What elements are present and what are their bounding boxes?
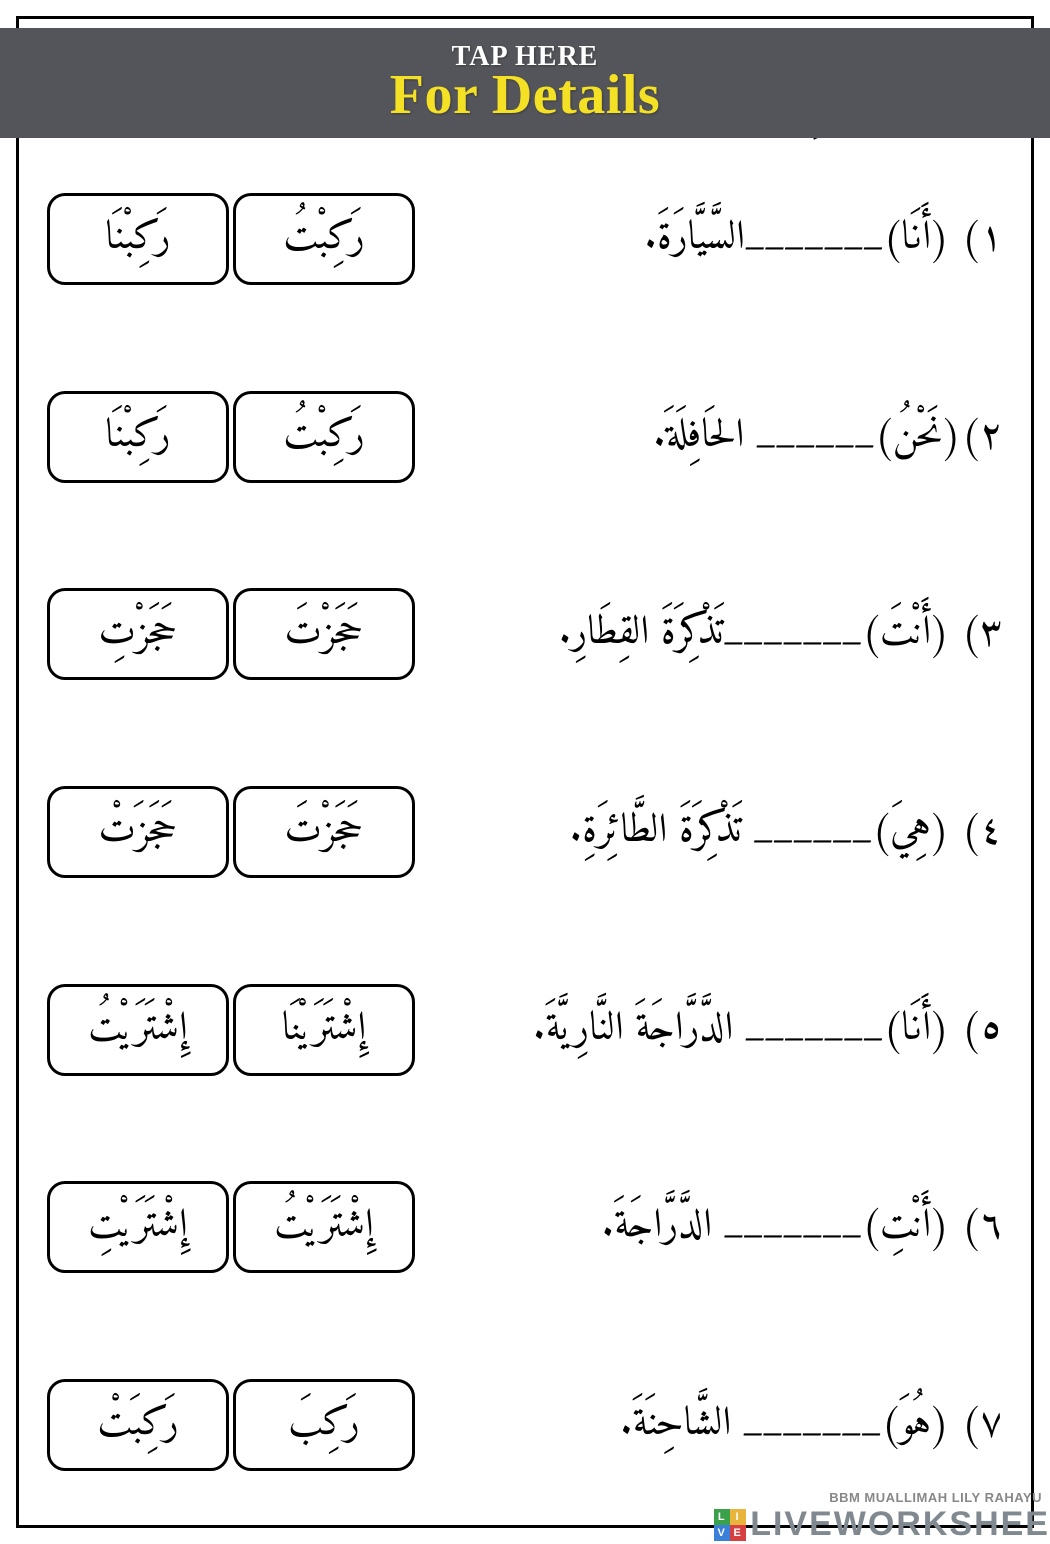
question-row: إِشْتَرَيْتِ إِشْتَرَيْتُ ٦) (أَنْتِ)___… [47, 1167, 1003, 1287]
option-button[interactable]: رَكِبْنَا [47, 391, 229, 483]
options-group: رَكِبْنَا رَكِبْتُ [47, 193, 415, 285]
question-prompt: ٣) (أَنْتَ)_______تَذْكِرَةَ القِطَارِ. [415, 599, 1003, 669]
option-button[interactable]: رَكِبْنَا [47, 193, 229, 285]
option-button[interactable]: رَكِبْتُ [233, 391, 415, 483]
question-prompt: ٢)(نَحْنُ)______ الحَافِلَةَ. [415, 402, 1003, 472]
question-list: رَكِبْنَا رَكِبْتُ ١) (أَنَا)_______السَ… [47, 179, 1003, 1485]
option-button[interactable]: رَكِبَتْ [47, 1379, 229, 1471]
question-prompt: ٦) (أَنْتِ)_______ الدَّرَّاجَةَ. [415, 1192, 1003, 1262]
question-prompt: ١) (أَنَا)_______السَّيَّارَةَ. [415, 204, 1003, 274]
watermark-brand-text: LIVEWORKSHEE [750, 1505, 1050, 1544]
options-group: حَجَزْتِ حَجَزْتَ [47, 588, 415, 680]
option-button[interactable]: حَجَزْتَ [233, 588, 415, 680]
question-row: رَكِبْنَا رَكِبْتُ ٢)(نَحْنُ)______ الحَ… [47, 377, 1003, 497]
tap-here-banner[interactable]: TAP HERE For Details [0, 28, 1050, 138]
question-row: حَجَزْتِ حَجَزْتَ ٣) (أَنْتَ)_______تَذْ… [47, 574, 1003, 694]
option-button[interactable]: رَكِبْتُ [233, 193, 415, 285]
options-group: رَكِبْنَا رَكِبْتُ [47, 391, 415, 483]
watermark-brand: L I V E LIVEWORKSHEE [714, 1505, 1050, 1544]
watermark: BBM MUALLIMAH LILY RAHAYU L I V E LIVEWO… [714, 1490, 1050, 1544]
option-button[interactable]: إِشْتَرَيْتِ [47, 1181, 229, 1273]
option-button[interactable]: رَكِبَ [233, 1379, 415, 1471]
option-button[interactable]: حَجَزْتِ [47, 588, 229, 680]
worksheet-frame: إِقرَأ ثُمَّ إِخْتَرْ الإِجَابَة الصَحِي… [16, 16, 1034, 1528]
question-row: حَجَزَتْ حَجَزْتَ ٤) (هِيَ)______ تَذْكِ… [47, 772, 1003, 892]
question-row: إِشْتَرَيْتُ إِشْتَرَيْنَا ٥) (أَنَا)___… [47, 970, 1003, 1090]
option-button[interactable]: حَجَزَتْ [47, 786, 229, 878]
question-prompt: ٤) (هِيَ)______ تَذْكِرَةَ الطَّائِرَةِ. [415, 797, 1003, 867]
question-prompt: ٧) (هُوَ)_______ الشَّاحِنَةَ. [415, 1390, 1003, 1460]
options-group: إِشْتَرَيْتُ إِشْتَرَيْنَا [47, 984, 415, 1076]
banner-bottom-text: For Details [390, 67, 660, 123]
question-prompt: ٥) (أَنَا)_______ الدَّرَّاجَةَ النَّارِ… [415, 995, 1003, 1065]
question-row: رَكِبَتْ رَكِبَ ٧) (هُوَ)_______ الشَّاح… [47, 1365, 1003, 1485]
liveworksheets-logo-icon: L I V E [714, 1509, 746, 1541]
option-button[interactable]: حَجَزْتَ [233, 786, 415, 878]
watermark-author: BBM MUALLIMAH LILY RAHAYU [829, 1490, 1042, 1505]
question-row: رَكِبْنَا رَكِبْتُ ١) (أَنَا)_______السَ… [47, 179, 1003, 299]
options-group: إِشْتَرَيْتِ إِشْتَرَيْتُ [47, 1181, 415, 1273]
options-group: رَكِبَتْ رَكِبَ [47, 1379, 415, 1471]
options-group: حَجَزَتْ حَجَزْتَ [47, 786, 415, 878]
option-button[interactable]: إِشْتَرَيْتُ [47, 984, 229, 1076]
option-button[interactable]: إِشْتَرَيْتُ [233, 1181, 415, 1273]
option-button[interactable]: إِشْتَرَيْنَا [233, 984, 415, 1076]
